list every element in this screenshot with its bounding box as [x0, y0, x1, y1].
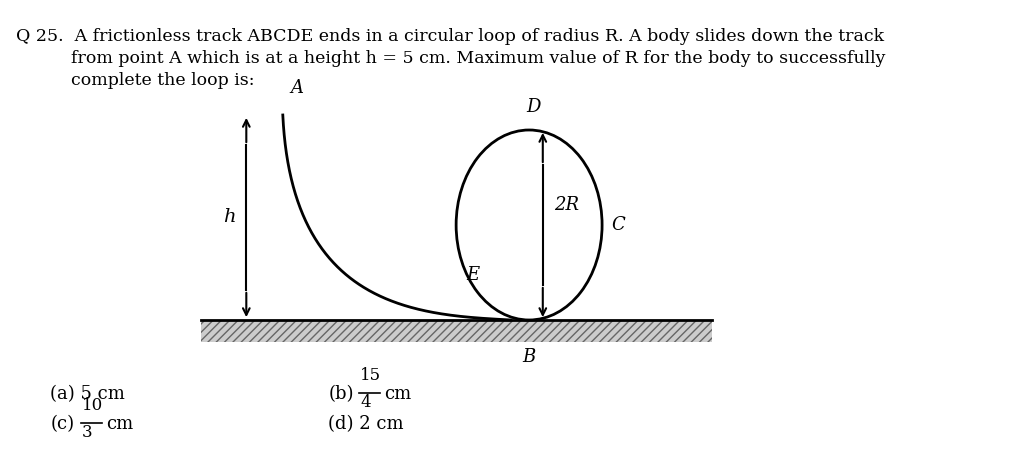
Text: (b): (b) — [329, 385, 354, 403]
Text: (d) 2 cm: (d) 2 cm — [329, 415, 404, 433]
Text: 3: 3 — [82, 424, 93, 441]
Text: D: D — [526, 98, 541, 116]
Bar — [201, 320, 712, 342]
Text: (c): (c) — [50, 415, 75, 433]
Text: C: C — [611, 216, 625, 234]
Text: 10: 10 — [82, 397, 103, 414]
Text: complete the loop is:: complete the loop is: — [16, 72, 255, 89]
Text: A: A — [290, 79, 303, 97]
Text: h: h — [223, 209, 236, 227]
Text: cm: cm — [105, 415, 133, 433]
Text: (a) 5 cm: (a) 5 cm — [50, 385, 125, 403]
Text: 2R: 2R — [554, 196, 579, 214]
Text: 15: 15 — [360, 367, 382, 384]
Text: 4: 4 — [360, 394, 371, 411]
Text: from point A which is at a height h = 5 cm. Maximum value of R for the body to s: from point A which is at a height h = 5 … — [16, 50, 886, 67]
Text: Q 25.  A frictionless track ABCDE ends in a circular loop of radius R. A body sl: Q 25. A frictionless track ABCDE ends in… — [16, 28, 885, 45]
Text: E: E — [466, 266, 479, 284]
Text: B: B — [522, 348, 536, 366]
Text: cm: cm — [384, 385, 412, 403]
